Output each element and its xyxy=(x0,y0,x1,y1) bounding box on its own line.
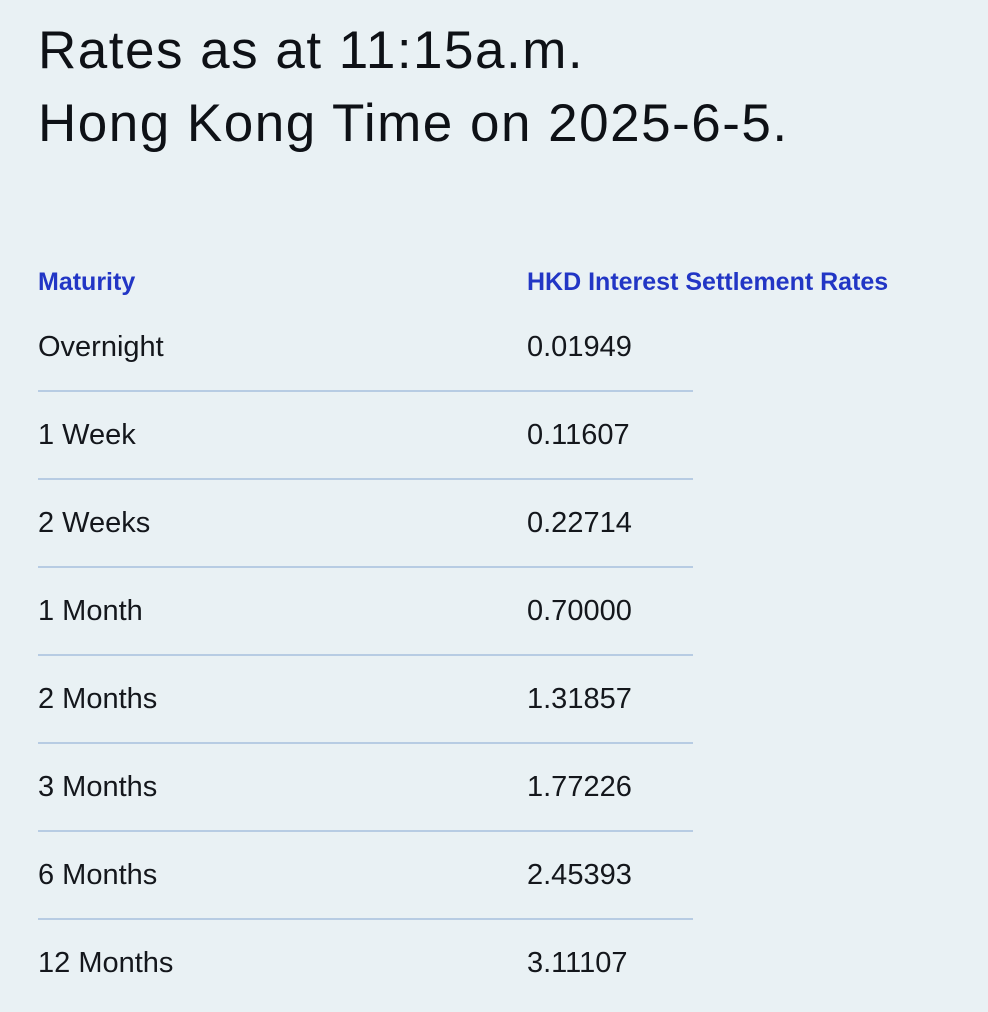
table-row: 12 Months 3.11107 xyxy=(38,920,693,1006)
maturity-cell: Overnight xyxy=(38,330,164,363)
table-row: 1 Week 0.11607 xyxy=(38,392,693,480)
table-row: 2 Months 1.31857 xyxy=(38,656,693,744)
maturity-cell: 12 Months xyxy=(38,946,174,979)
table-header-row: Maturity HKD Interest Settlement Rates xyxy=(38,260,988,304)
rate-cell: 1.31857 xyxy=(527,682,632,715)
rate-cell: 2.45393 xyxy=(527,858,632,891)
maturity-cell: 2 Weeks xyxy=(38,506,151,539)
maturity-cell: 2 Months xyxy=(38,682,158,715)
table-row: Overnight 0.01949 xyxy=(38,304,693,392)
rate-cell: 0.01949 xyxy=(527,330,632,363)
rate-cell: 1.77226 xyxy=(527,770,632,803)
maturity-cell: 1 Week xyxy=(38,418,136,451)
table-header-maturity: Maturity xyxy=(38,267,136,296)
rate-cell: 0.22714 xyxy=(527,506,632,539)
page-title: Rates as at 11:15a.m. Hong Kong Time on … xyxy=(38,14,988,160)
rate-cell: 0.11607 xyxy=(527,418,630,451)
table-row: 6 Months 2.45393 xyxy=(38,832,693,920)
table-row: 1 Month 0.70000 xyxy=(38,568,693,656)
page-title-line1: Rates as at 11:15a.m. xyxy=(38,21,585,80)
page-title-line2: Hong Kong Time on 2025-6-5. xyxy=(38,94,789,153)
rate-cell: 0.70000 xyxy=(527,594,632,627)
maturity-cell: 1 Month xyxy=(38,594,143,627)
maturity-cell: 3 Months xyxy=(38,770,158,803)
rates-table: Maturity HKD Interest Settlement Rates O… xyxy=(38,260,988,1006)
table-row: 3 Months 1.77226 xyxy=(38,744,693,832)
maturity-cell: 6 Months xyxy=(38,858,158,891)
table-header-rates: HKD Interest Settlement Rates xyxy=(527,267,889,296)
rate-cell: 3.11107 xyxy=(527,946,628,979)
table-row: 2 Weeks 0.22714 xyxy=(38,480,693,568)
